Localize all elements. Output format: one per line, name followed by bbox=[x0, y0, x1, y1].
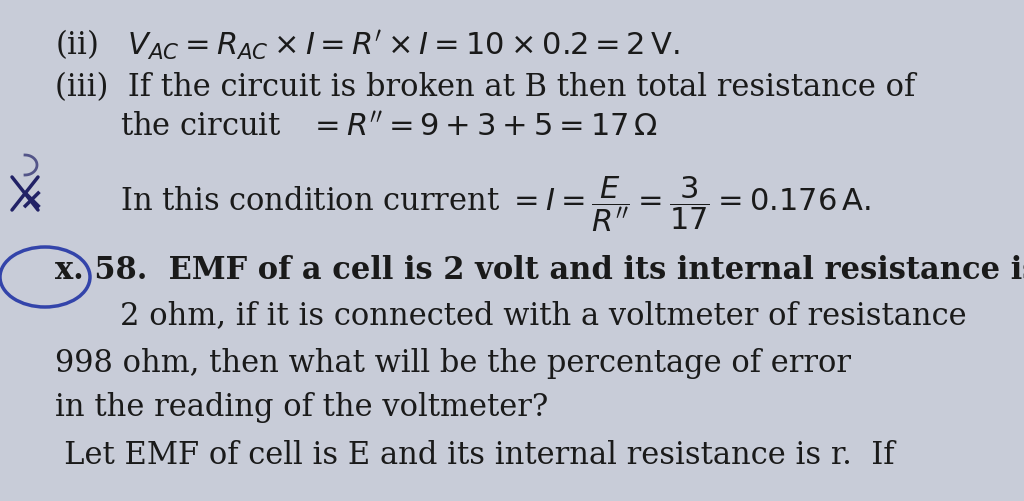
Text: $\mathbf{\times}$: $\mathbf{\times}$ bbox=[18, 185, 42, 216]
Text: in the reading of the voltmeter?: in the reading of the voltmeter? bbox=[55, 392, 548, 423]
Text: 2 ohm, if it is connected with a voltmeter of resistance: 2 ohm, if it is connected with a voltmet… bbox=[120, 300, 967, 331]
Text: the circuit   $= R^{\prime\prime} = 9 + 3 + 5 = 17\,\Omega$: the circuit $= R^{\prime\prime} = 9 + 3 … bbox=[120, 112, 658, 143]
Text: Let EMF of cell is E and its internal resistance is r.  If: Let EMF of cell is E and its internal re… bbox=[35, 440, 895, 471]
Text: In this condition current $= I = \dfrac{E}{R^{\prime\prime}} = \dfrac{3}{17} = 0: In this condition current $= I = \dfrac{… bbox=[120, 175, 870, 234]
Text: (iii)  If the circuit is broken at B then total resistance of: (iii) If the circuit is broken at B then… bbox=[55, 72, 915, 103]
Text: (ii)   $V_{AC}= R_{AC} \times I = R^{\prime} \times I = 10 \times 0.2 = 2\,\math: (ii) $V_{AC}= R_{AC} \times I = R^{\prim… bbox=[55, 28, 680, 62]
Text: 998 ohm, then what will be the percentage of error: 998 ohm, then what will be the percentag… bbox=[55, 348, 851, 379]
Text: x. 58.  EMF of a cell is 2 volt and its internal resistance is: x. 58. EMF of a cell is 2 volt and its i… bbox=[55, 255, 1024, 286]
